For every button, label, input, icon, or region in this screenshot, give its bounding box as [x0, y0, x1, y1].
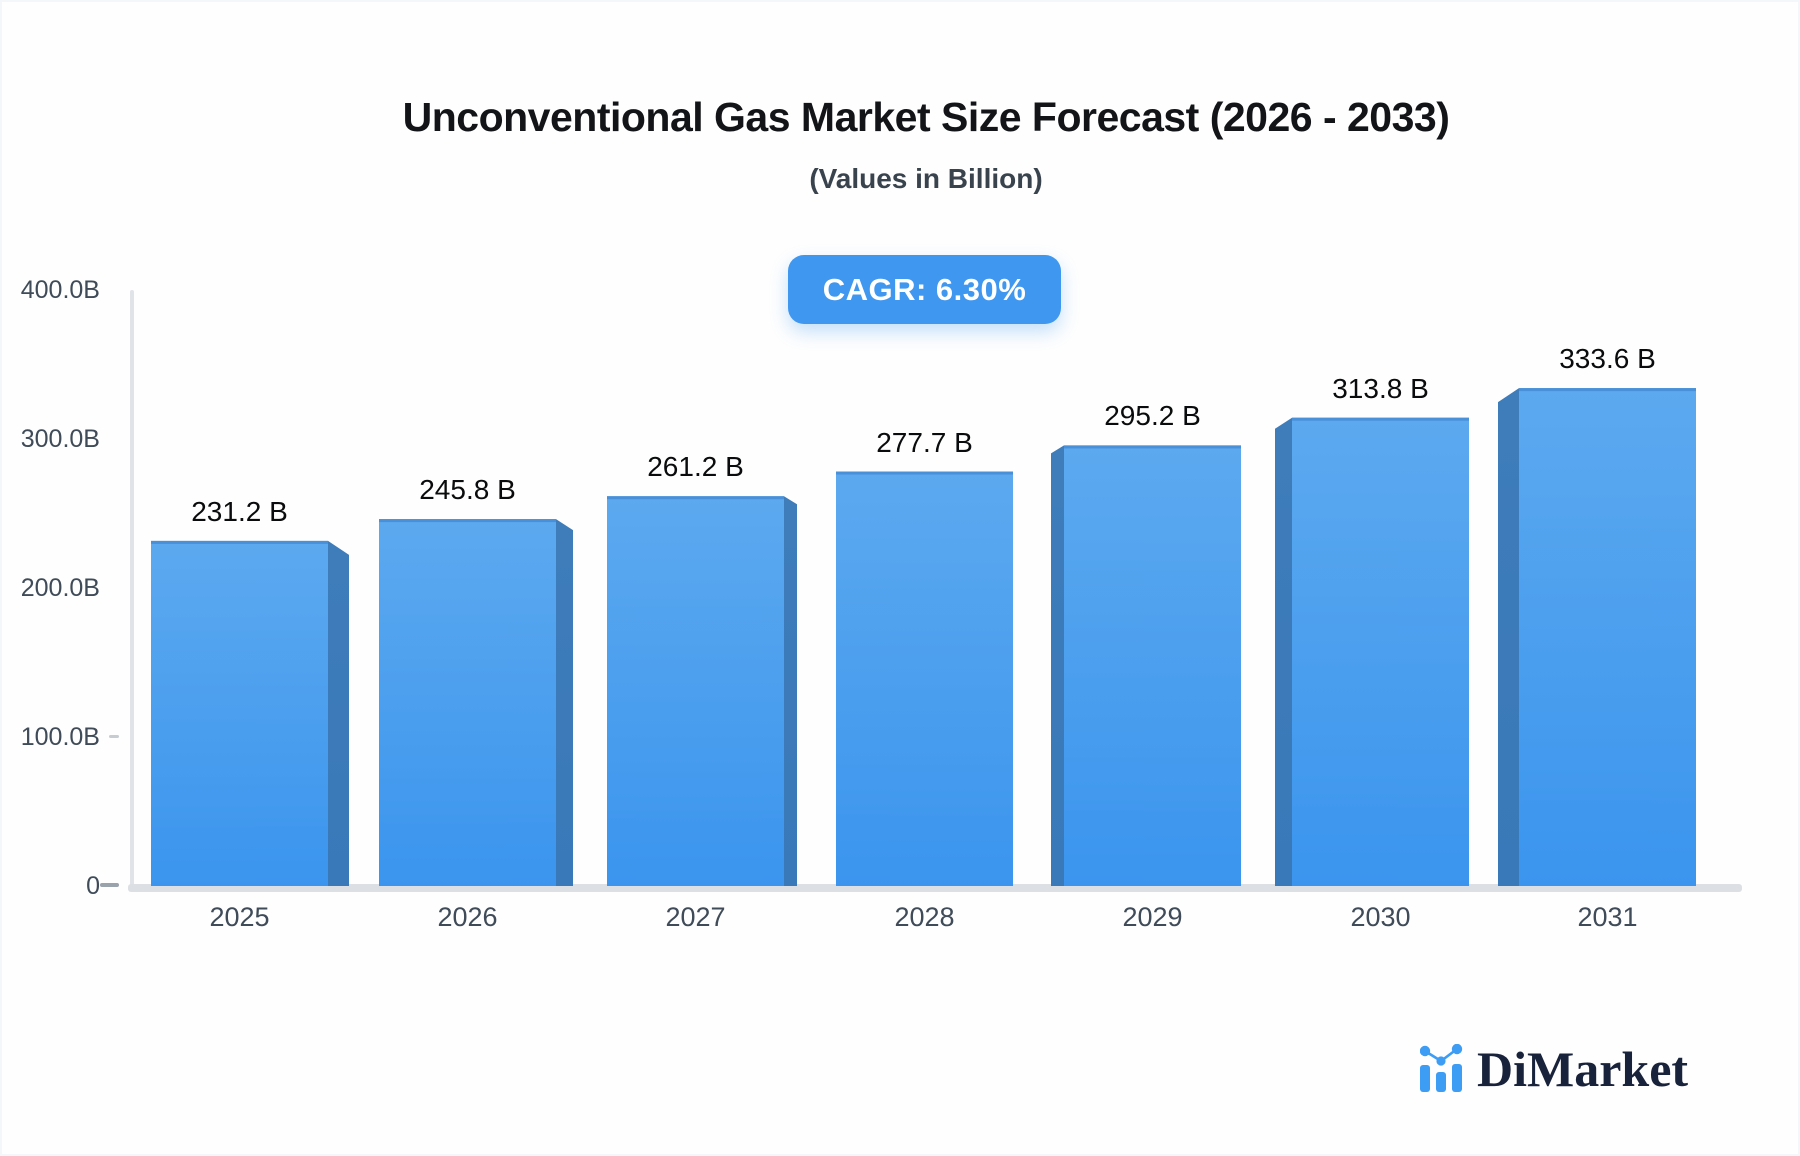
cagr-badge: CAGR: 6.30%: [788, 255, 1061, 324]
bar-face-2029: [1064, 445, 1241, 886]
y-axis-tick-label-100: 100.0B: [20, 723, 100, 751]
x-axis-label-2030: 2030: [1350, 902, 1411, 932]
x-axis-label-2028: 2028: [894, 902, 955, 932]
bar-side-2025: [328, 540, 349, 886]
x-axis-label-2026: 2026: [437, 902, 498, 932]
chart-title: Unconventional Gas Market Size Forecast …: [402, 94, 1450, 140]
bar-value-label-2027: 261.2 B: [647, 451, 744, 483]
x-axis-label-2027: 2027: [665, 902, 726, 932]
bar-top-edge-2030: [1292, 417, 1469, 421]
bar-top-edge-2027: [607, 496, 784, 500]
bar-top-edge-2029: [1064, 445, 1241, 449]
bar-side-2030: [1275, 417, 1292, 886]
bar-value-label-2030: 313.8 B: [1332, 372, 1429, 404]
bar-chart-sparkline-icon: [1420, 1044, 1463, 1092]
bar-top-edge-2026: [379, 519, 556, 523]
x-axis-label-2029: 2029: [1122, 902, 1183, 932]
x-axis-baseline: [128, 884, 1742, 892]
bar-side-2027: [784, 496, 797, 886]
y-axis-tick-label-400: 400.0B: [20, 276, 100, 304]
bar-top-edge-2025: [151, 540, 328, 544]
y-axis-line: [130, 290, 134, 888]
y-axis-tick-label-0: 0: [86, 872, 100, 900]
y-axis-tick-mark-0: [100, 883, 119, 887]
bar-value-label-2028: 277.7 B: [876, 426, 973, 458]
bar-face-2028: [836, 471, 1013, 886]
bar-value-label-2025: 231.2 B: [191, 495, 288, 527]
bar-face-2025: [151, 540, 328, 886]
bar-value-label-2029: 295.2 B: [1104, 400, 1201, 432]
bar-side-2026: [556, 519, 573, 886]
bar-face-2030: [1292, 417, 1469, 886]
y-axis-tick-mark-100: [109, 735, 119, 738]
x-axis-label-2031: 2031: [1577, 902, 1638, 932]
bar-side-2029: [1051, 445, 1064, 886]
cagr-badge-label: CAGR: 6.30%: [822, 271, 1027, 307]
bar-value-label-2026: 245.8 B: [419, 474, 516, 506]
y-axis-tick-label-200: 200.0B: [20, 574, 100, 602]
bar-face-2027: [607, 496, 784, 886]
bar-top-edge-2031: [1519, 388, 1696, 392]
bar-value-label-2031: 333.6 B: [1559, 343, 1656, 375]
x-axis-label-2025: 2025: [209, 902, 270, 932]
dimarket-logo: DiMarket: [1420, 1040, 1710, 1110]
chart-subtitle: (Values in Billion): [809, 163, 1043, 194]
dimarket-logo-text: DiMarket: [1477, 1041, 1689, 1097]
bar-face-2026: [379, 519, 556, 886]
bar-top-edge-2028: [836, 471, 1013, 475]
bar-side-2031: [1498, 388, 1519, 886]
y-axis-tick-label-300: 300.0B: [20, 425, 100, 453]
bar-face-2031: [1519, 388, 1696, 886]
